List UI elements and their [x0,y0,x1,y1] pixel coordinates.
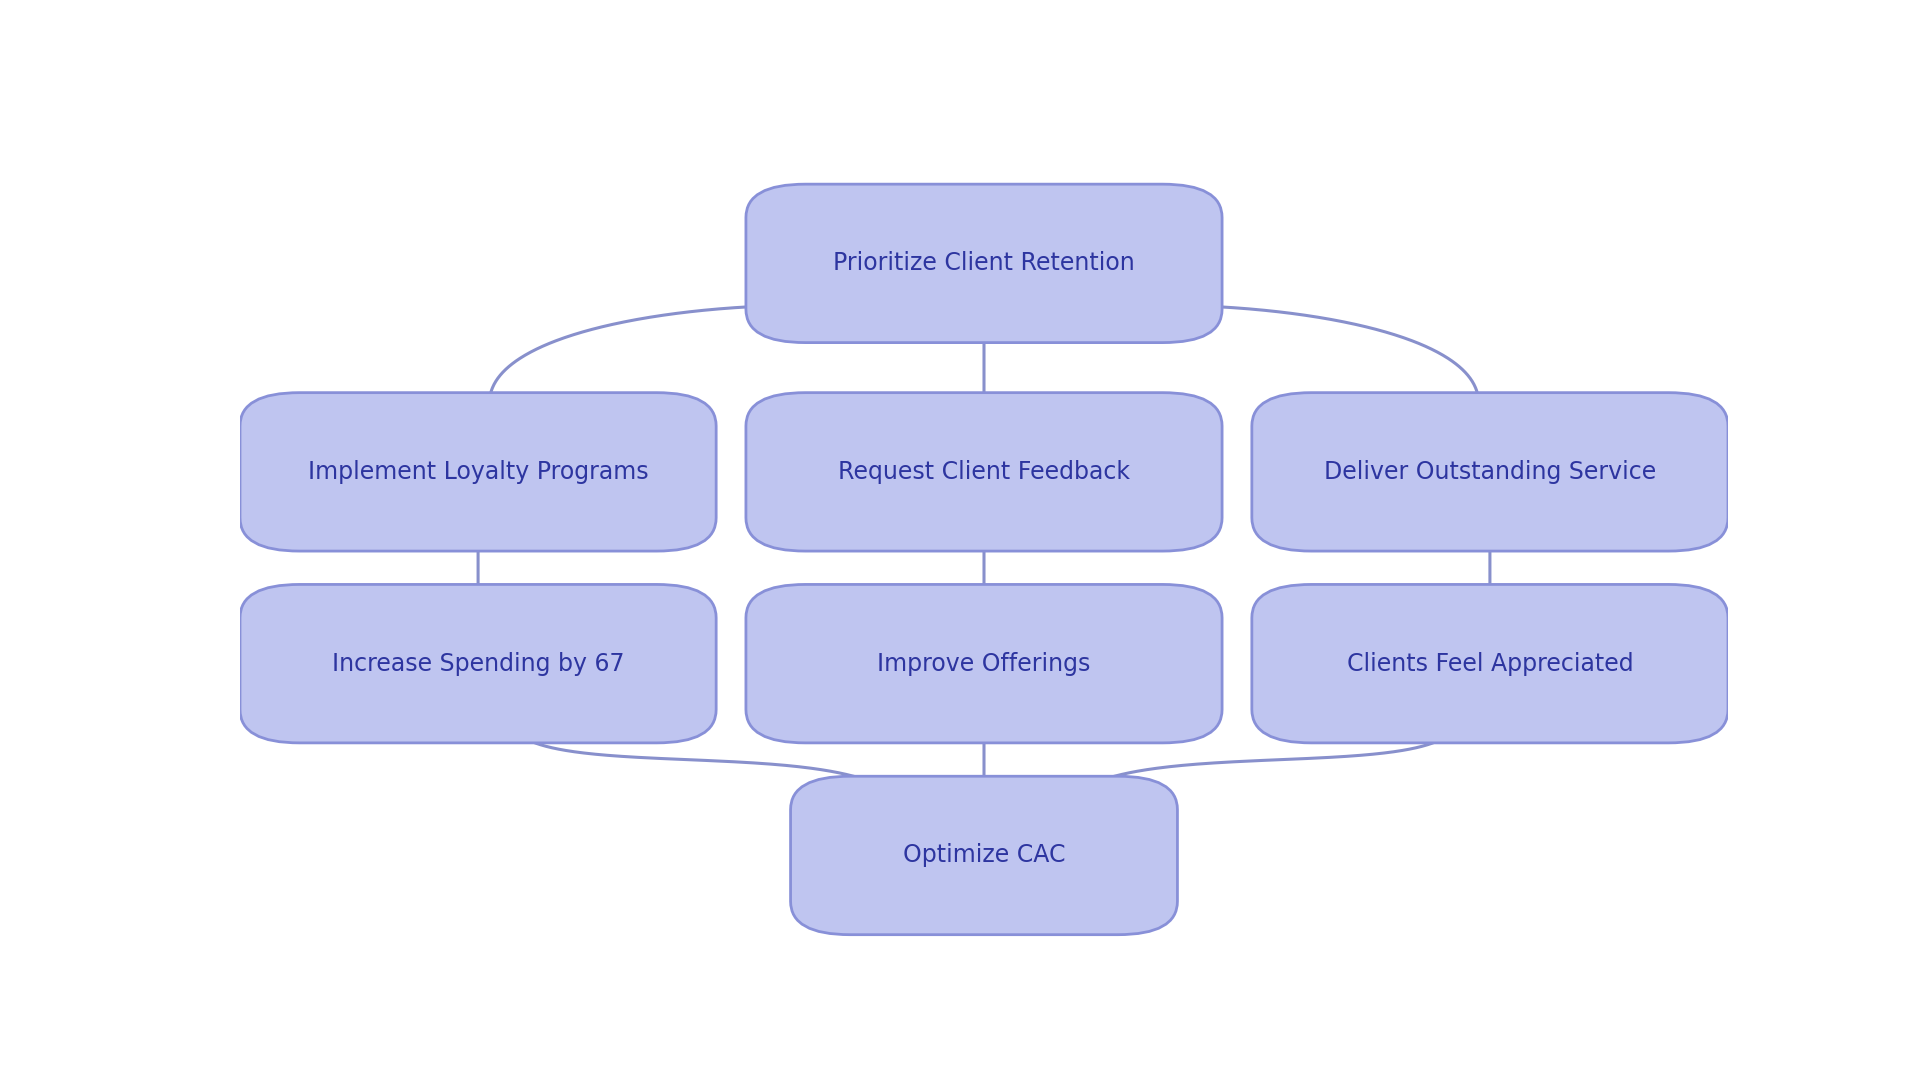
Text: Clients Feel Appreciated: Clients Feel Appreciated [1346,652,1634,676]
Text: Prioritize Client Retention: Prioritize Client Retention [833,251,1135,275]
FancyBboxPatch shape [745,393,1221,551]
FancyBboxPatch shape [1252,585,1728,743]
Text: Improve Offerings: Improve Offerings [877,652,1091,676]
FancyBboxPatch shape [240,585,716,743]
Text: Optimize CAC: Optimize CAC [902,844,1066,867]
FancyBboxPatch shape [791,777,1177,935]
FancyBboxPatch shape [745,184,1221,342]
FancyBboxPatch shape [240,393,716,551]
FancyBboxPatch shape [745,585,1221,743]
Text: Implement Loyalty Programs: Implement Loyalty Programs [307,460,649,484]
Text: Deliver Outstanding Service: Deliver Outstanding Service [1323,460,1657,484]
FancyBboxPatch shape [1252,393,1728,551]
Text: Request Client Feedback: Request Client Feedback [837,460,1131,484]
Text: Increase Spending by 67: Increase Spending by 67 [332,652,624,676]
